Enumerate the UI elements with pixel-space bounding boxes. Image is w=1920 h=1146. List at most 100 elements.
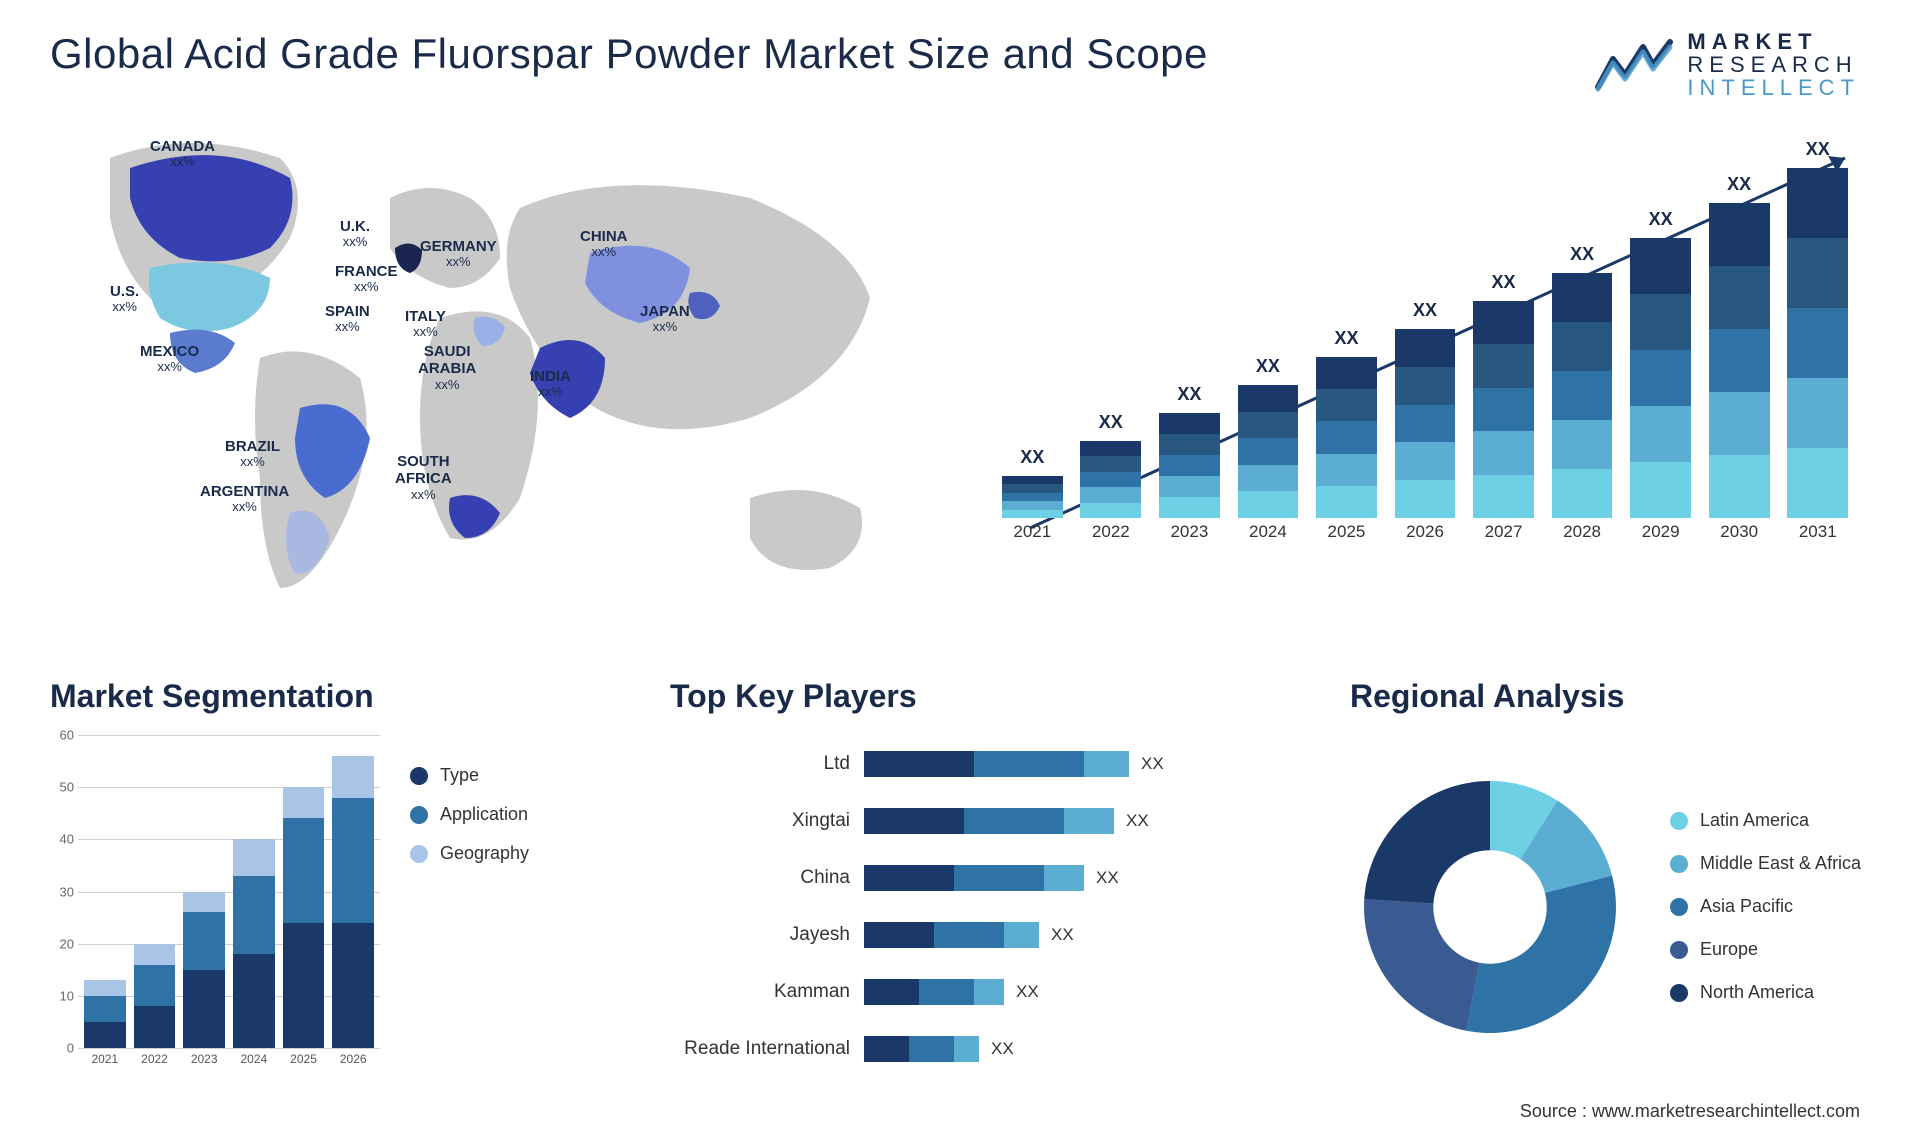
seg-xtick: 2022 [134, 1052, 176, 1078]
legend-item: Application [410, 804, 610, 825]
forecast-bar: XX [1785, 168, 1850, 518]
seg-ytick: 0 [67, 1041, 74, 1056]
player-row: Kamman XX [670, 979, 1290, 1005]
seg-ytick: 40 [60, 832, 74, 847]
seg-ytick: 20 [60, 936, 74, 951]
segmentation-panel: Market Segmentation 0 10 20 30 40 50 60 2021 20… [50, 678, 610, 1078]
regional-legend: Latin America Middle East & Africa Asia Pa… [1670, 810, 1861, 1003]
key-players-panel: Top Key Players LtdXXXingtaiXXChinaXXJay… [670, 678, 1290, 1078]
regional-panel: Regional Analysis Latin America Middle Ea… [1350, 678, 1870, 1078]
forecast-bar: XX [1236, 385, 1301, 518]
seg-ytick: 30 [60, 884, 74, 899]
forecast-xtick: 2024 [1236, 522, 1301, 558]
seg-xtick: 2024 [233, 1052, 275, 1078]
forecast-bar: XX [1314, 357, 1379, 518]
legend-item: North America [1670, 982, 1861, 1003]
map-label: CANADAxx% [150, 138, 215, 170]
forecast-bar: XX [1079, 441, 1144, 518]
forecast-xtick: 2025 [1314, 522, 1379, 558]
forecast-xtick: 2027 [1471, 522, 1536, 558]
forecast-bar: XX [1157, 413, 1222, 518]
segmentation-legend: Type Application Geography [410, 735, 610, 1078]
player-name: Xingtai [670, 810, 850, 832]
legend-item: Type [410, 765, 610, 786]
player-name: China [670, 867, 850, 889]
map-label: U.S.xx% [110, 283, 139, 315]
forecast-bar: XX [1707, 203, 1772, 518]
regional-title: Regional Analysis [1350, 678, 1870, 715]
map-label: SOUTHAFRICAxx% [395, 453, 452, 502]
logo-line2: RESEARCH [1687, 53, 1860, 76]
player-row: China XX [670, 865, 1290, 891]
seg-bar [183, 892, 225, 1049]
logo-line1: MARKET [1687, 30, 1860, 53]
source-attribution: Source : www.marketresearchintellect.com [1520, 1101, 1860, 1122]
forecast-bar: XX [1000, 476, 1065, 518]
map-label: ITALYxx% [405, 308, 446, 340]
forecast-bar: XX [1628, 238, 1693, 518]
regional-donut-chart [1350, 767, 1630, 1047]
forecast-xtick: 2026 [1393, 522, 1458, 558]
legend-item: Asia Pacific [1670, 896, 1861, 917]
player-row: LtdXX [670, 751, 1290, 777]
player-value: XX [1051, 925, 1074, 945]
player-value: XX [1126, 811, 1149, 831]
forecast-xtick: 2021 [1000, 522, 1065, 558]
map-label: SPAINxx% [325, 303, 370, 335]
forecast-bar: XX [1550, 273, 1615, 518]
player-row: Jayesh XX [670, 922, 1290, 948]
map-label: BRAZILxx% [225, 438, 280, 470]
seg-xtick: 2023 [183, 1052, 225, 1078]
player-value: XX [1096, 868, 1119, 888]
seg-bar [134, 944, 176, 1048]
seg-bar [332, 756, 374, 1048]
map-label: SAUDIARABIAxx% [418, 343, 476, 392]
map-label: ARGENTINAxx% [200, 483, 289, 515]
forecast-chart-panel: XXXXXXXXXXXXXXXXXXXXXX 20212022202320242… [990, 118, 1870, 628]
seg-ytick: 50 [60, 780, 74, 795]
logo-mark-icon [1595, 37, 1675, 92]
seg-xtick: 2026 [332, 1052, 374, 1078]
seg-bar [283, 787, 325, 1048]
logo-line3: INTELLECT [1687, 76, 1860, 99]
player-name: Ltd [670, 753, 850, 775]
forecast-xtick: 2030 [1707, 522, 1772, 558]
player-value: XX [991, 1039, 1014, 1059]
legend-item: Middle East & Africa [1670, 853, 1861, 874]
player-name: Reade International [670, 1038, 850, 1060]
legend-item: Europe [1670, 939, 1861, 960]
seg-bar [84, 980, 126, 1048]
map-label: FRANCExx% [335, 263, 398, 295]
world-map-panel: CANADAxx% U.S.xx%MEXICOxx% BRAZILxx% ARGENT… [50, 118, 930, 628]
forecast-xtick: 2023 [1157, 522, 1222, 558]
donut-slice [1364, 899, 1479, 1031]
seg-ytick: 60 [60, 728, 74, 743]
player-row: Xingtai XX [670, 808, 1290, 834]
player-value: XX [1016, 982, 1039, 1002]
map-label: U.K.xx% [340, 218, 370, 250]
map-label: GERMANYxx% [420, 238, 497, 270]
forecast-xtick: 2031 [1785, 522, 1850, 558]
seg-ytick: 10 [60, 988, 74, 1003]
seg-xtick: 2021 [84, 1052, 126, 1078]
forecast-xtick: 2029 [1628, 522, 1693, 558]
donut-slice [1364, 781, 1490, 903]
player-name: Jayesh [670, 924, 850, 946]
map-label: MEXICOxx% [140, 343, 199, 375]
donut-slice [1466, 875, 1616, 1032]
brand-logo: MARKET RESEARCH INTELLECT [1595, 30, 1860, 99]
seg-xtick: 2025 [283, 1052, 325, 1078]
player-row: Reade International XX [670, 1036, 1290, 1062]
legend-item: Geography [410, 843, 610, 864]
legend-item: Latin America [1670, 810, 1861, 831]
map-label: JAPANxx% [640, 303, 690, 335]
seg-bar [233, 839, 275, 1048]
forecast-xtick: 2028 [1550, 522, 1615, 558]
player-name: Kamman [670, 981, 850, 1003]
forecast-bar: XX [1471, 301, 1536, 518]
map-label: INDIAxx% [530, 368, 571, 400]
key-players-title: Top Key Players [670, 678, 1290, 715]
segmentation-chart: 0102030405060 202120222023202420252026 [50, 735, 380, 1078]
segmentation-title: Market Segmentation [50, 678, 610, 715]
forecast-bar: XX [1393, 329, 1458, 518]
